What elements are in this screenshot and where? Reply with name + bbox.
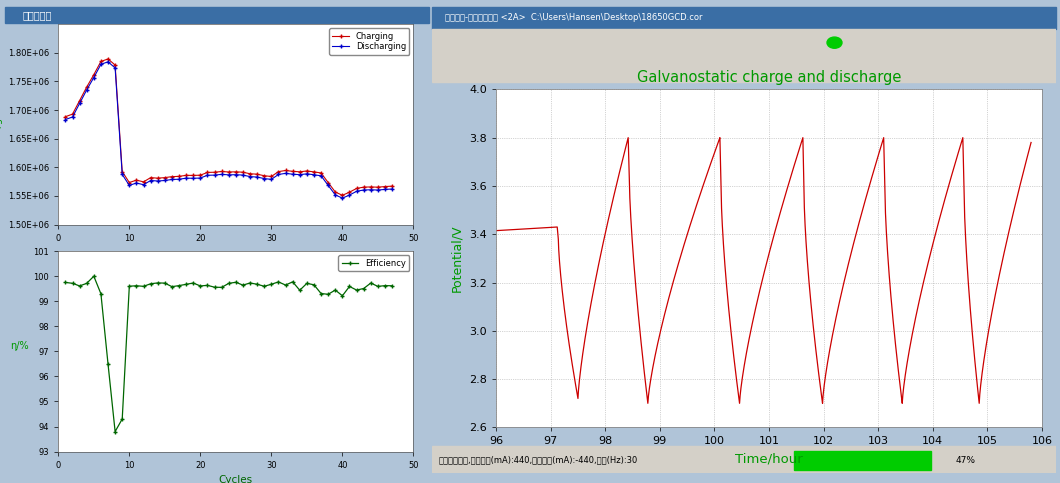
Legend: Charging, Discharging: Charging, Discharging [329,28,409,55]
Text: 47%: 47% [956,456,976,465]
Text: 充放电效率: 充放电效率 [22,11,52,21]
Y-axis label: Potential/V: Potential/V [450,225,463,292]
Bar [432,7,1056,29]
Bar [5,7,429,23]
Y-axis label: F/g: F/g [0,117,2,132]
Text: 通道3: 通道3 [931,38,947,47]
Text: 11917993 点    378026.9 秒    3.7770E+00 V    4.3924E-01 A    47 圈: 11917993 点 378026.9 秒 3.7770E+00 V 4.392… [607,65,881,74]
Text: 通道1: 通道1 [775,38,791,47]
Bar [794,452,931,470]
X-axis label: Time/hour: Time/hour [736,452,802,465]
Bar [432,56,1056,82]
Text: 图形显示-恒电流充放电 <2A>  C:\Users\Hansen\Desktop\18650GCD.cor: 图形显示-恒电流充放电 <2A> C:\Users\Hansen\Desktop… [445,14,703,23]
Text: 图形坐标  电位-时间: 图形坐标 电位-时间 [439,65,491,74]
Circle shape [827,37,842,48]
Title: Galvanostatic charge and discharge: Galvanostatic charge and discharge [637,71,901,85]
Text: 恒电流充放电,充电电流(mA):440,放电电流(mA):-440,频率(Hz):30: 恒电流充放电,充电电流(mA):440,放电电流(mA):-440,频率(Hz)… [439,456,638,465]
Bar [432,29,1056,56]
Bar [432,446,1056,473]
Legend: Efficiency: Efficiency [338,256,409,271]
X-axis label: Cycles: Cycles [218,475,253,483]
Text: 通道2: 通道2 [844,38,859,47]
Y-axis label: η/%: η/% [11,341,29,352]
